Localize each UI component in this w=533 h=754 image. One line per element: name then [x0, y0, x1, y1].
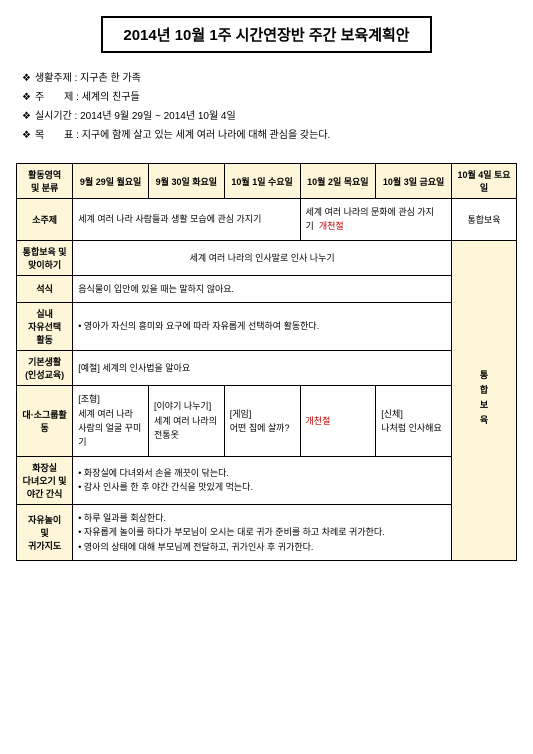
life-topic: 지구촌 한 가족: [80, 69, 141, 88]
row-group: 대·소그룹활동: [17, 386, 73, 457]
topic-label: 주 제 :: [35, 88, 79, 107]
group-c1: [이야기 나누기]세계 여러 나라의 전통옷: [149, 386, 225, 457]
th-d0: 9월 29일 월요일: [73, 164, 149, 199]
th-d5: 10월 4일 토요일: [452, 164, 517, 199]
basic-val: [예절] 세계의 인사법을 알아요: [73, 351, 452, 386]
indoor-val: • 영아가 자신의 흥미와 요구에 따라 자유롭게 선택하여 활동한다.: [73, 303, 452, 351]
info-block: ❖ 생활주제 : 지구촌 한 가족 ❖ 주 제 : 세계의 친구들 ❖ 실시기간…: [22, 69, 511, 145]
topic: 세계의 친구들: [82, 88, 140, 107]
row-toilet: 화장실 다녀오기 및 야간 간식: [17, 456, 73, 504]
free-val: • 하루 일과를 회상한다. • 자유롭게 놀이를 하다가 부모님이 오시는 대…: [73, 504, 452, 560]
plan-table: 활동영역 및 분류 9월 29일 월요일 9월 30일 화요일 10월 1일 수…: [16, 163, 517, 561]
th-d2: 10월 1일 수요일: [224, 164, 300, 199]
goal: 지구에 함께 살고 있는 세계 여러 나라에 대해 관심을 갖는다.: [82, 126, 331, 145]
subtopic-2: 세계 여러 나라의 문화에 관심 가지기 개천절: [300, 199, 452, 241]
integrate-val: 세계 여러 나라의 인사말로 인사 나누기: [73, 240, 452, 275]
period: 2014년 9월 29일 ~ 2014년 10월 4일: [80, 107, 236, 126]
row-integrate: 통합보육 및 맞이하기: [17, 240, 73, 275]
row-snack: 석식: [17, 275, 73, 302]
row-indoor: 실내 자유선택 활동: [17, 303, 73, 351]
page-title: 2014년 10월 1주 시간연장반 주간 보육계획안: [101, 16, 431, 53]
row-subtopic: 소주제: [17, 199, 73, 241]
bullet-icon: ❖: [22, 126, 31, 145]
group-c3: 개천절: [300, 386, 376, 457]
subtopic-1: 세계 여러 나라 사람들과 생활 모습에 관심 가지기: [73, 199, 300, 241]
subtopic-sat: 통합보육: [452, 199, 517, 241]
goal-label: 목 표 :: [35, 126, 79, 145]
group-c4: [신체]나처럼 인사해요: [376, 386, 452, 457]
snack-val: 음식물이 입안에 있을 때는 말하지 않아요.: [73, 275, 452, 302]
period-label: 실시기간 :: [35, 107, 77, 126]
row-basic: 기본생활 (인성교육): [17, 351, 73, 386]
group-c0: [조형]세계 여러 나라 사람의 얼굴 꾸미기: [73, 386, 149, 457]
group-c2: [게임]어떤 집에 살까?: [224, 386, 300, 457]
row-free: 자유놀이 및 귀가지도: [17, 504, 73, 560]
sat-side: 통합보육: [452, 240, 517, 560]
bullet-icon: ❖: [22, 107, 31, 126]
toilet-val: • 화장실에 다녀와서 손을 깨끗이 닦는다. • 감사 인사를 한 후 야간 …: [73, 456, 452, 504]
th-d3: 10월 2일 목요일: [300, 164, 376, 199]
life-topic-label: 생활주제 :: [35, 69, 77, 88]
th-d4: 10월 3일 금요일: [376, 164, 452, 199]
bullet-icon: ❖: [22, 88, 31, 107]
bullet-icon: ❖: [22, 69, 31, 88]
th-area: 활동영역 및 분류: [17, 164, 73, 199]
th-d1: 9월 30일 화요일: [149, 164, 225, 199]
